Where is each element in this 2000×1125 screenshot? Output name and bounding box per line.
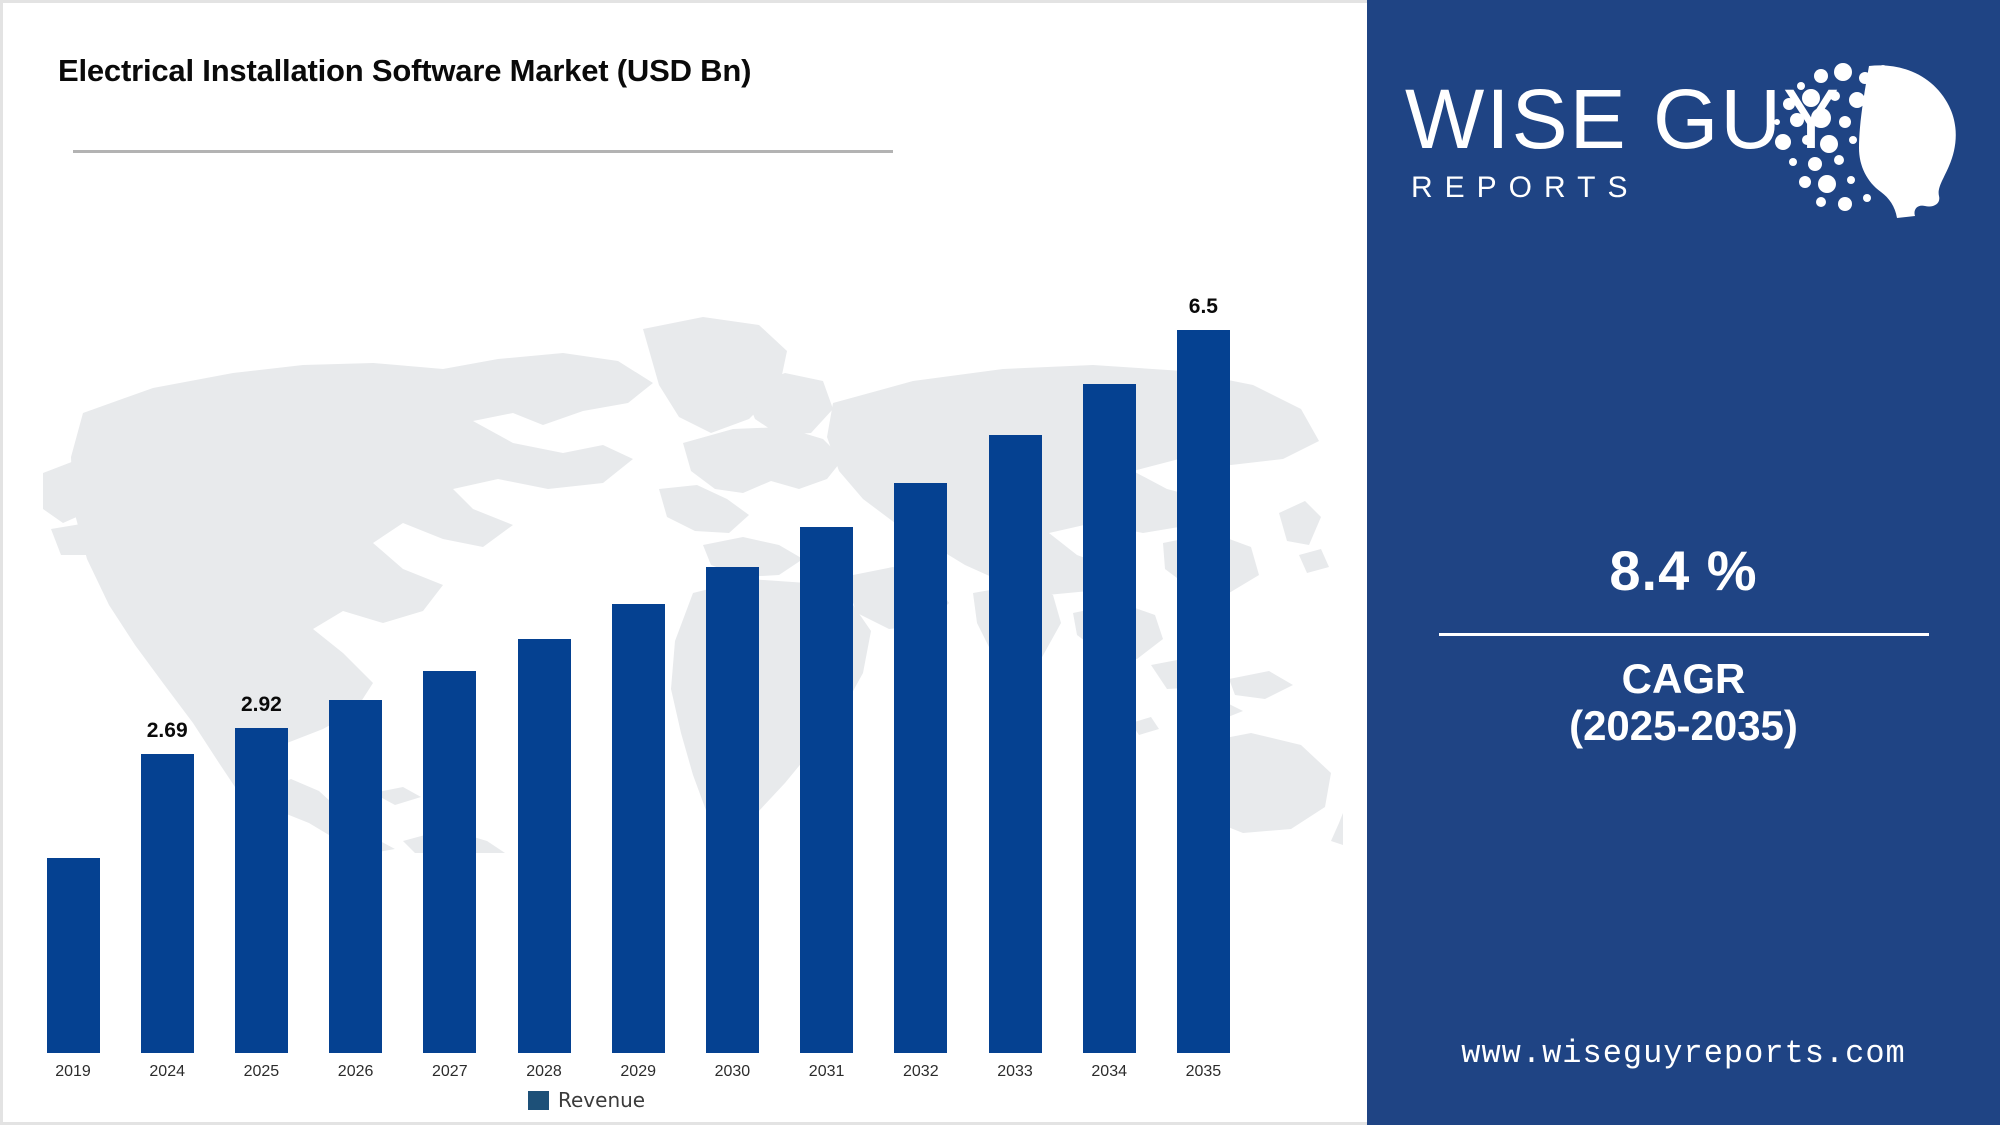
x-axis-line (43, 1053, 1343, 1054)
bar-value-label-2035: 6.5 (1188, 295, 1218, 318)
x-tick-2032: 2032 (903, 1063, 939, 1080)
x-tick-2019: 2019 (55, 1063, 91, 1080)
x-tick-2028: 2028 (526, 1063, 562, 1080)
svg-text:REPORTS: REPORTS (1411, 171, 1639, 204)
x-tick-2031: 2031 (808, 1063, 845, 1080)
x-tick-2033: 2033 (997, 1063, 1033, 1080)
x-tick-2034: 2034 (1091, 1063, 1127, 1080)
bar-2027[interactable] (423, 671, 477, 1053)
cagr-divider (1439, 633, 1929, 636)
cagr-value: 8.4 % (1609, 539, 1758, 602)
bar-2028[interactable] (517, 639, 571, 1053)
cagr-caption-line2: (2025-2035) (1569, 702, 1798, 750)
website-url: www.wiseguyreports.com (1461, 1035, 1906, 1072)
title-divider (73, 150, 893, 153)
bar-value-label-2025: 2.92 (240, 693, 282, 716)
cagr-caption-line1: CAGR (1621, 655, 1746, 702)
bar-2032[interactable] (894, 483, 948, 1053)
x-tick-2024: 2024 (149, 1063, 185, 1080)
chart-panel: Electrical Installation Software Market … (0, 0, 1367, 1125)
bar-2026[interactable] (329, 700, 383, 1053)
bar-2033[interactable] (988, 435, 1042, 1053)
plot-area: 2019 2.69 2024 2.92 2025 2026 2027 2028 2029 2030… (3, 3, 1367, 1122)
bar-2031[interactable] (800, 527, 854, 1053)
bar-2034[interactable] (1082, 384, 1136, 1053)
page-title: Electrical Installation Software Market … (58, 53, 752, 88)
x-tick-2026: 2026 (337, 1063, 374, 1080)
x-tick-2025: 2025 (243, 1063, 280, 1080)
bar-2024[interactable] (140, 754, 194, 1053)
bar-2029[interactable] (611, 604, 665, 1053)
wise-guy-reports-logo: WISE GUY REPORTS (1397, 60, 1972, 220)
bar-2019[interactable] (46, 858, 100, 1053)
brand-panel: WISE GUY REPORTS (1367, 0, 2000, 1125)
chart-legend: Revenue (528, 1088, 645, 1112)
cagr-caption: CAGR (2025-2035) (1367, 655, 2000, 749)
bar-2025[interactable] (234, 728, 288, 1053)
legend-swatch-revenue (528, 1090, 549, 1110)
x-tick-2035: 2035 (1185, 1063, 1222, 1080)
x-tick-2029: 2029 (620, 1063, 656, 1080)
x-tick-2030: 2030 (714, 1063, 751, 1080)
legend-label-revenue: Revenue (558, 1088, 646, 1112)
bar-2030[interactable] (705, 567, 759, 1053)
bar-2035[interactable] (1176, 330, 1230, 1053)
x-tick-2027: 2027 (432, 1063, 468, 1080)
svg-text:WISE GUY: WISE GUY (1405, 72, 1841, 166)
bar-value-label-2024: 2.69 (146, 719, 188, 742)
